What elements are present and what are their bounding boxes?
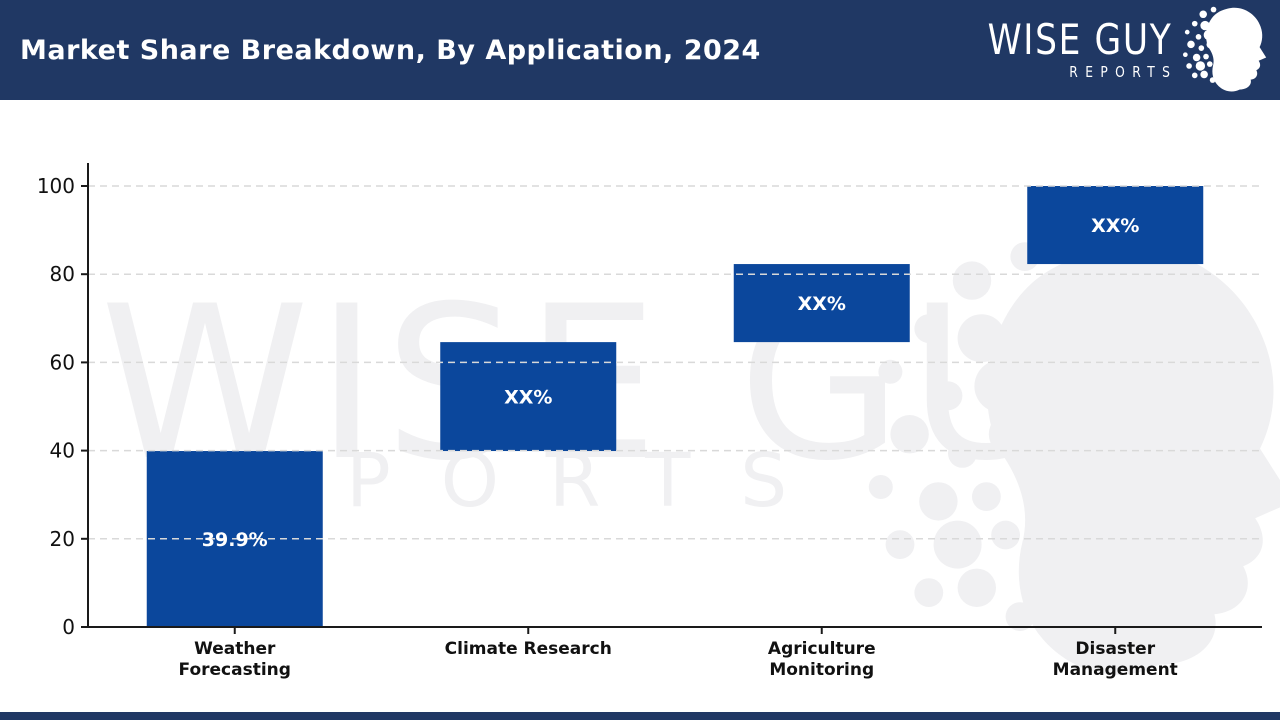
category-label: Weather Forecasting — [179, 639, 291, 680]
y-tick-label: 60 — [50, 350, 75, 374]
logo-wordmark: WISE GUY — [987, 15, 1172, 64]
category-label: Climate Research — [445, 639, 612, 659]
bar-value-label: XX% — [798, 293, 846, 315]
y-tick-label: 0 — [62, 615, 75, 639]
bar-value-label: XX% — [504, 387, 552, 409]
y-tick-label: 20 — [50, 527, 75, 551]
watermark-face-icon — [868, 242, 1280, 675]
page-title: Market Share Breakdown, By Application, … — [20, 34, 761, 66]
bar-value-label: 39.9% — [202, 529, 268, 551]
y-tick-label: 100 — [37, 174, 75, 198]
category-label: Agriculture Monitoring — [768, 639, 876, 680]
wise-guy-logo: WISE GUY REPORTS — [947, 3, 1270, 97]
bar-value-label: XX% — [1091, 215, 1139, 237]
y-tick-label: 80 — [50, 262, 75, 286]
bar-climate-research — [440, 342, 617, 452]
category-label: Disaster Management — [1053, 639, 1178, 680]
footer-bar — [0, 712, 1280, 720]
waterfall-chart: 39.9% XX% XX% XX% 0 20 40 60 80 100 Weather Forecas… — [37, 163, 1262, 680]
header-bar: Market Share Breakdown, By Application, … — [0, 0, 1280, 100]
logo-face-icon — [1182, 6, 1267, 92]
bar-agriculture-monitoring — [733, 264, 910, 343]
chart-area: WISE GUY REPORTS 39.9% XX% XX% XX% 0 20 40 60 80… — [0, 100, 1280, 712]
bar-disaster-management — [1027, 186, 1204, 265]
logo-subtitle: REPORTS — [1068, 63, 1177, 81]
logo-text: WISE GUY REPORTS — [987, 15, 1172, 82]
y-tick-label: 40 — [50, 439, 75, 463]
